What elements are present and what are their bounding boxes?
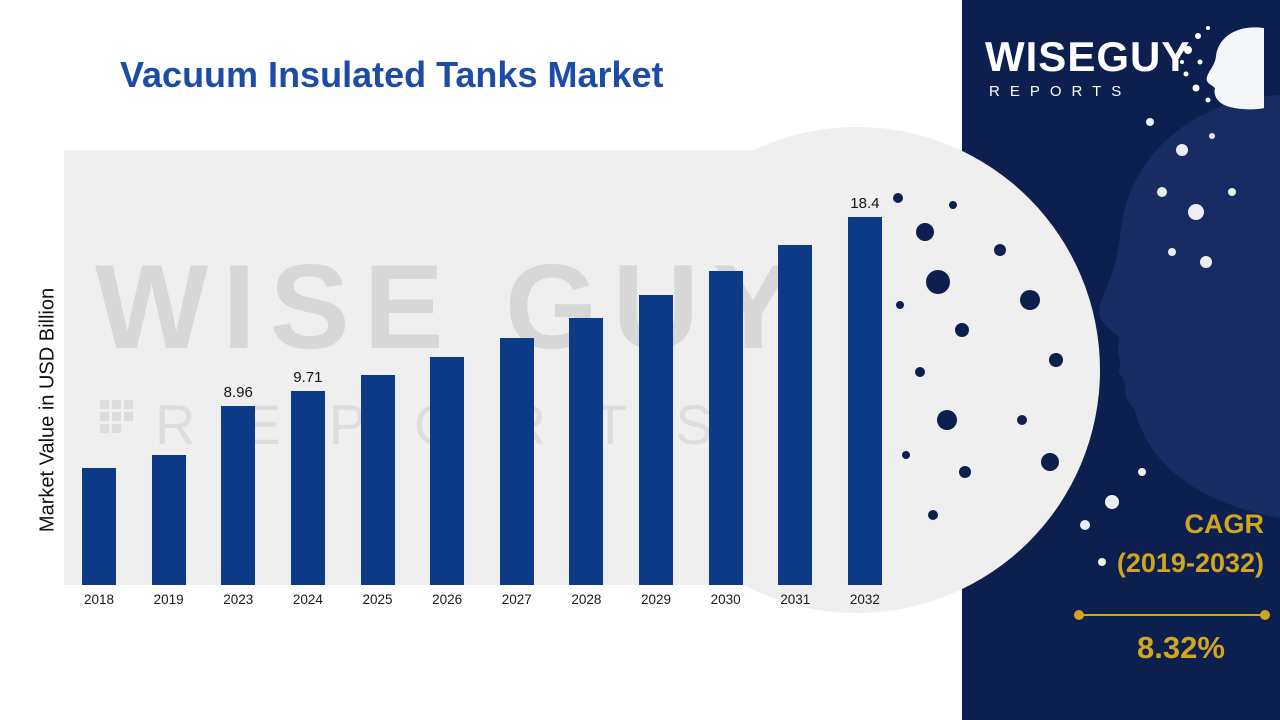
page-title: Vacuum Insulated Tanks Market (120, 54, 664, 96)
bar-item-2027: 2027 (486, 338, 548, 613)
bar-item-2029: 2029 (625, 295, 687, 613)
y-axis-label: Market Value in USD Billion (36, 287, 59, 533)
brand-face-icon (1180, 26, 1264, 110)
bar-item-2026: 2026 (416, 357, 478, 613)
bar (639, 295, 673, 585)
bar-item-2030: 2030 (695, 271, 757, 613)
cagr-value: 8.32% (1137, 630, 1225, 665)
bar-item-2019: 2019 (138, 455, 200, 613)
bar-item-2031: 2031 (764, 245, 826, 613)
x-tick-label: 2024 (292, 592, 323, 607)
bar (151, 455, 186, 585)
bar-item-2023: 8.96 2023 (207, 384, 269, 613)
x-tick-label: 2029 (640, 592, 672, 607)
bar-chart: 2018 2019 8.96 2023 9.71 2024 2025 2026 2027 2028… (68, 150, 896, 613)
x-tick-label: 2019 (153, 592, 184, 607)
x-tick-label: 2026 (432, 592, 463, 607)
bar (82, 468, 116, 585)
gold-divider-line (1074, 610, 1270, 620)
brand-logo: WISEGUY REPORTS (985, 33, 1191, 101)
cagr-range: (2019-2032) (1116, 548, 1264, 579)
cagr-block: CAGR (2019-2032) (1117, 505, 1264, 583)
bar (221, 406, 256, 585)
watermark-grid-icon (100, 400, 133, 433)
bar-item-2028: 2028 (555, 318, 617, 613)
bar-item-2025: 2025 (347, 375, 409, 613)
face-profile-silhouette (1099, 95, 1280, 518)
x-tick-label: 2023 (223, 592, 254, 607)
bar-value-label: 18.4 (850, 195, 880, 212)
bar-value-label: 9.71 (293, 369, 323, 386)
x-tick-label: 2030 (710, 592, 741, 607)
x-tick-label: 2031 (780, 592, 811, 607)
bar-value-label: 8.96 (223, 384, 253, 401)
x-tick-label: 2018 (83, 592, 115, 607)
bar (290, 391, 325, 585)
cagr-label: CAGR (1184, 509, 1265, 539)
bar-item-2024: 9.71 2024 (277, 369, 339, 613)
bar (430, 357, 465, 585)
bar-item-2018: 2018 (68, 468, 130, 613)
bar (778, 245, 813, 585)
bar (569, 318, 604, 585)
bar (360, 375, 395, 585)
bar-item-2032: 18.4 2032 (834, 195, 896, 613)
brand-logo-sub: REPORTS (989, 83, 1132, 100)
watermark-brand-line1: WISE GUY (95, 240, 808, 374)
brand-logo-name: WISEGUY (985, 33, 1191, 80)
x-tick-label: 2032 (849, 592, 880, 607)
x-tick-label: 2027 (501, 592, 532, 607)
bar (499, 338, 534, 585)
bar (708, 271, 743, 585)
x-tick-label: 2025 (362, 592, 393, 607)
bar (847, 217, 882, 585)
x-tick-label: 2028 (571, 592, 602, 607)
